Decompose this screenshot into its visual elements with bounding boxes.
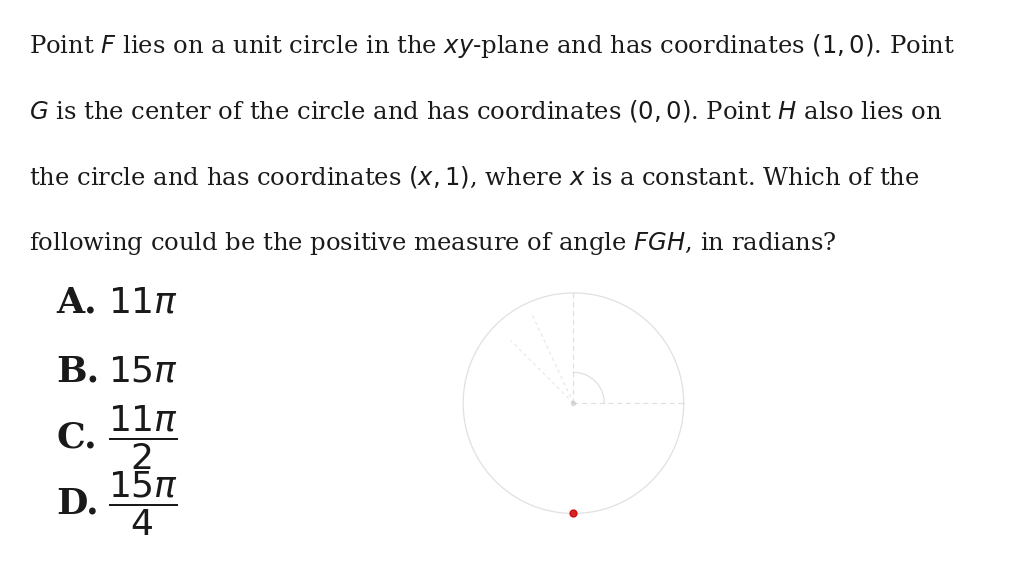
Text: $15\pi$: $15\pi$ [108, 354, 178, 389]
Text: following could be the positive measure of angle $\mathit{FGH}$, in radians?: following could be the positive measure … [29, 230, 837, 257]
Text: A.: A. [56, 285, 97, 320]
Text: B.: B. [56, 354, 99, 389]
Text: C.: C. [56, 420, 97, 455]
Text: the circle and has coordinates $(x, 1)$, where $x$ is a constant. Which of the: the circle and has coordinates $(x, 1)$,… [29, 164, 920, 190]
Text: $\dfrac{11\pi}{2}$: $\dfrac{11\pi}{2}$ [108, 404, 178, 472]
Text: $\mathit{G}$ is the center of the circle and has coordinates $(0, 0)$. Point $\m: $\mathit{G}$ is the center of the circle… [29, 98, 942, 124]
Text: D.: D. [56, 487, 99, 521]
Text: Point $\mathit{F}$ lies on a unit circle in the $xy$-plane and has coordinates $: Point $\mathit{F}$ lies on a unit circle… [29, 32, 954, 60]
Text: $11\pi$: $11\pi$ [108, 285, 178, 320]
Text: $\dfrac{15\pi}{4}$: $\dfrac{15\pi}{4}$ [108, 470, 178, 538]
